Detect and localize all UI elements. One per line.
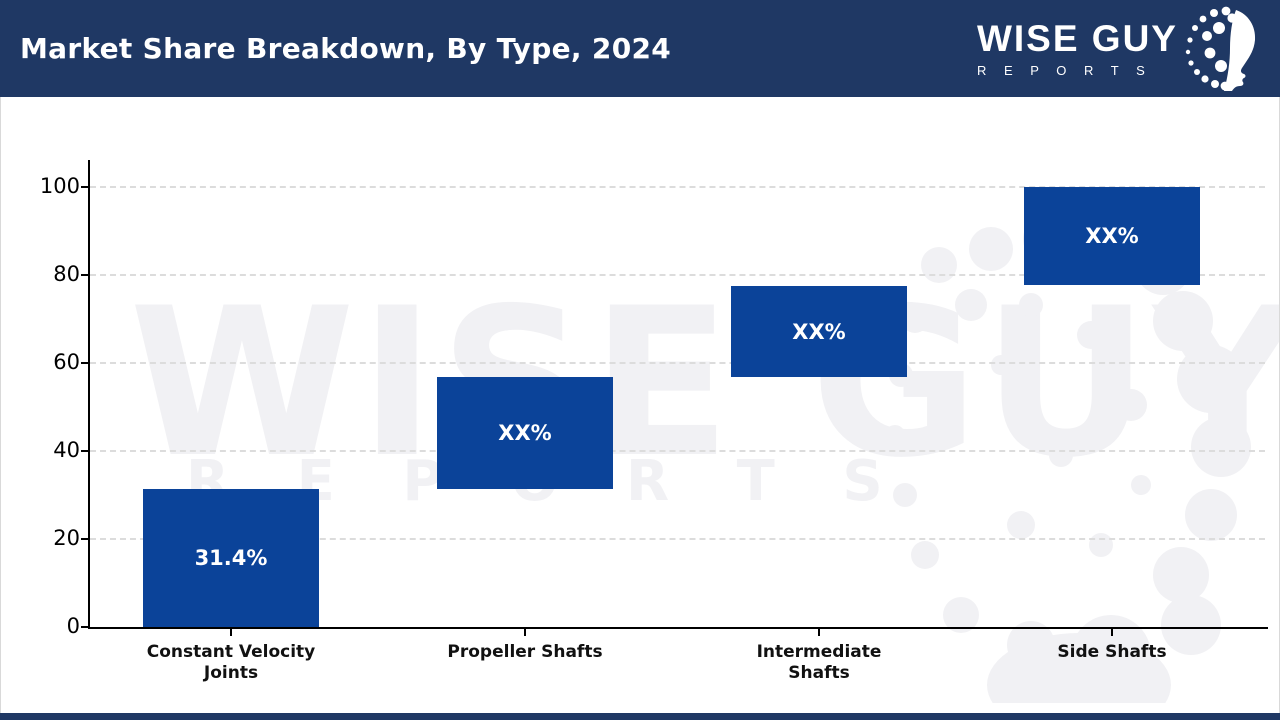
category-label: Intermediate Shafts bbox=[756, 642, 882, 683]
x-axis-tick bbox=[230, 629, 232, 636]
face-profile-icon bbox=[1185, 6, 1256, 91]
y-axis-tick-label: 100 bbox=[39, 174, 80, 198]
waterfall-plot: 0 20 40 60 80 100 31.4% Constant Velocity Joints… bbox=[1, 97, 1279, 713]
y-axis-tick-label: 0 bbox=[66, 614, 80, 638]
bar-value-label: XX% bbox=[498, 420, 552, 445]
category-label: Constant Velocity Joints bbox=[146, 642, 316, 683]
y-axis-tick bbox=[81, 538, 88, 540]
gridline-20 bbox=[90, 538, 1265, 540]
y-axis-tick bbox=[81, 362, 88, 364]
bar-2: XX% bbox=[437, 377, 613, 489]
gridline-60 bbox=[90, 362, 1265, 364]
x-axis-tick bbox=[524, 629, 526, 636]
y-axis-tick-label: 40 bbox=[53, 438, 80, 462]
bar-value-label: 31.4% bbox=[194, 545, 268, 570]
gridline-100 bbox=[90, 186, 1265, 188]
footer-bar bbox=[0, 713, 1280, 720]
x-axis-tick bbox=[1111, 629, 1113, 636]
page-title: Market Share Breakdown, By Type, 2024 bbox=[20, 32, 672, 65]
y-axis-tick bbox=[81, 450, 88, 452]
y-axis-tick bbox=[81, 274, 88, 276]
y-axis-tick-label: 60 bbox=[53, 350, 80, 374]
gridline-40 bbox=[90, 450, 1265, 452]
logo-wordmark: WISE GUY bbox=[976, 17, 1178, 59]
logo-tagline: R E P O R T S bbox=[976, 62, 1152, 78]
logo-text: WISE GUY R E P O R T S bbox=[977, 20, 1178, 78]
gridline-80 bbox=[90, 274, 1265, 276]
bar-1: 31.4% bbox=[143, 488, 319, 627]
bar-3: XX% bbox=[731, 286, 907, 378]
x-axis-line bbox=[88, 627, 1268, 629]
category-label: Side Shafts bbox=[1057, 642, 1167, 662]
category-label: Propeller Shafts bbox=[447, 642, 603, 662]
header-bar: Market Share Breakdown, By Type, 2024 WI… bbox=[0, 0, 1280, 97]
y-axis-line bbox=[88, 160, 90, 629]
y-axis-tick bbox=[81, 626, 88, 628]
bar-4: XX% bbox=[1024, 187, 1200, 286]
wiseguy-logo: WISE GUY R E P O R T S bbox=[977, 6, 1260, 92]
watermark-wordmark: WISE GUY bbox=[129, 265, 1280, 503]
x-axis-tick bbox=[818, 629, 820, 636]
y-axis-tick-label: 20 bbox=[53, 526, 80, 550]
bar-value-label: XX% bbox=[1085, 224, 1139, 249]
y-axis-tick bbox=[81, 186, 88, 188]
bar-value-label: XX% bbox=[792, 319, 846, 344]
y-axis-tick-label: 80 bbox=[53, 262, 80, 286]
